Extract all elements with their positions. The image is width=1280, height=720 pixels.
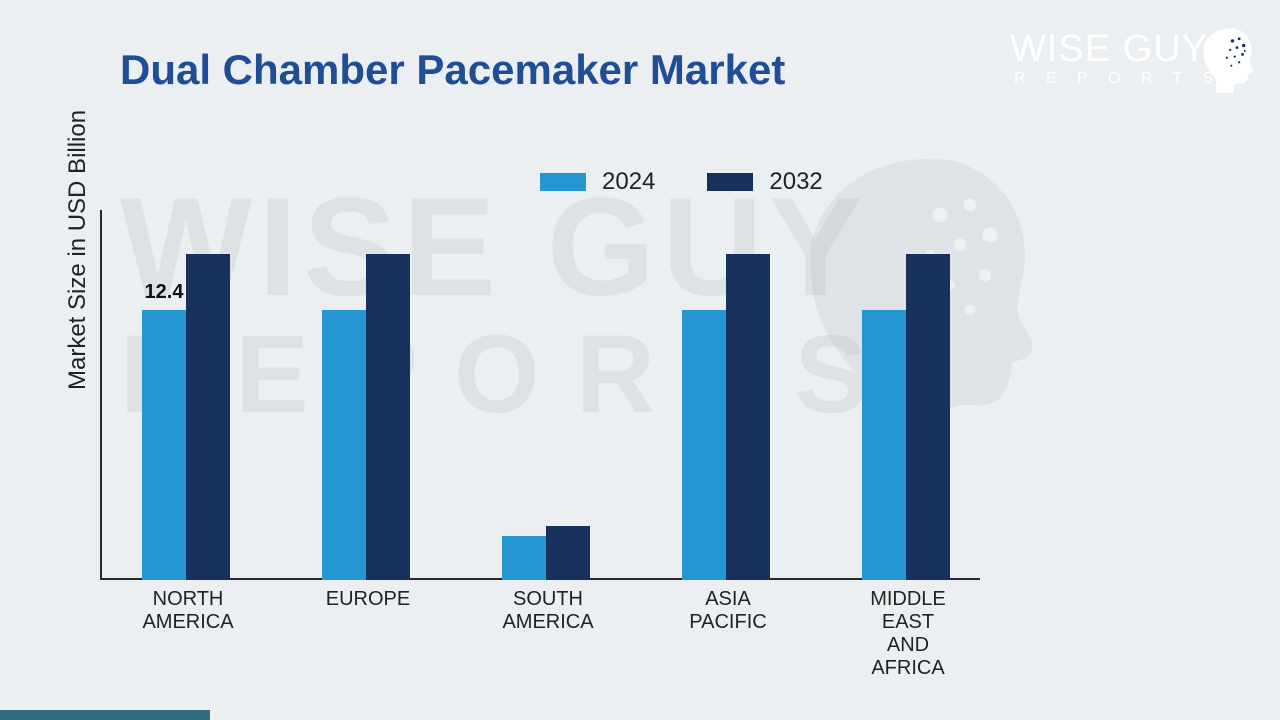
legend-swatch-b — [707, 173, 753, 191]
brand-head-icon — [1200, 26, 1256, 94]
x-category-label: ASIAPACIFIC — [658, 588, 798, 634]
plot-area: 12.4 — [100, 210, 980, 580]
bar-series-b — [726, 254, 770, 580]
bar-series-b — [546, 526, 590, 580]
legend-swatch-a — [540, 173, 586, 191]
accent-bar — [0, 710, 210, 720]
y-axis-line — [100, 210, 102, 580]
chart-card: WISE GUY REPORTS WISE GUY R E P O R T S … — [0, 0, 1280, 720]
bar-series-b — [366, 254, 410, 580]
chart-title: Dual Chamber Pacemaker Market — [120, 46, 785, 94]
bar-series-a — [862, 310, 906, 580]
legend-item-2024: 2024 — [540, 168, 655, 196]
legend-label-b: 2032 — [769, 168, 822, 196]
bar-series-a — [682, 310, 726, 580]
x-category-label: NORTHAMERICA — [118, 588, 258, 634]
bar-series-a — [322, 310, 366, 580]
x-category-label: EUROPE — [298, 588, 438, 611]
right-panel — [980, 0, 1280, 720]
bar-series-b — [906, 254, 950, 580]
bar-series-a — [142, 310, 186, 580]
legend: 2024 2032 — [540, 168, 823, 196]
y-axis-label: Market Size in USD Billion — [64, 110, 92, 390]
bar-series-a — [502, 536, 546, 580]
legend-item-2032: 2032 — [707, 168, 822, 196]
legend-label-a: 2024 — [602, 168, 655, 196]
bar-value-label: 12.4 — [124, 281, 204, 304]
x-category-label: SOUTHAMERICA — [478, 588, 618, 634]
brand-logo: WISE GUY R E P O R T S — [1010, 30, 1250, 88]
x-category-label: MIDDLEEASTANDAFRICA — [838, 588, 978, 680]
